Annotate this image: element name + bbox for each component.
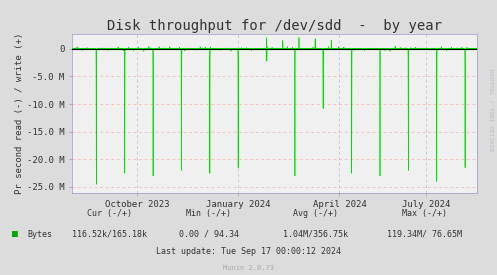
Text: RRDTOOL / TOBI OETIKER: RRDTOOL / TOBI OETIKER	[489, 69, 494, 151]
Text: Cur (-/+): Cur (-/+)	[87, 209, 132, 218]
Text: 119.34M/ 76.65M: 119.34M/ 76.65M	[388, 230, 462, 239]
Title: Disk throughput for /dev/sdd  -  by year: Disk throughput for /dev/sdd - by year	[107, 19, 442, 33]
Text: Avg (-/+): Avg (-/+)	[293, 209, 338, 218]
Text: Max (-/+): Max (-/+)	[403, 209, 447, 218]
Text: ■: ■	[12, 229, 18, 239]
Text: Last update: Tue Sep 17 00:00:12 2024: Last update: Tue Sep 17 00:00:12 2024	[156, 248, 341, 256]
Y-axis label: Pr second read (-) / write (+): Pr second read (-) / write (+)	[15, 33, 24, 194]
Text: Munin 2.0.73: Munin 2.0.73	[223, 265, 274, 271]
Text: 0.00 / 94.34: 0.00 / 94.34	[179, 230, 239, 239]
Text: Bytes: Bytes	[27, 230, 52, 239]
Text: 116.52k/165.18k: 116.52k/165.18k	[72, 230, 147, 239]
Text: 1.04M/356.75k: 1.04M/356.75k	[283, 230, 348, 239]
Text: Min (-/+): Min (-/+)	[186, 209, 231, 218]
